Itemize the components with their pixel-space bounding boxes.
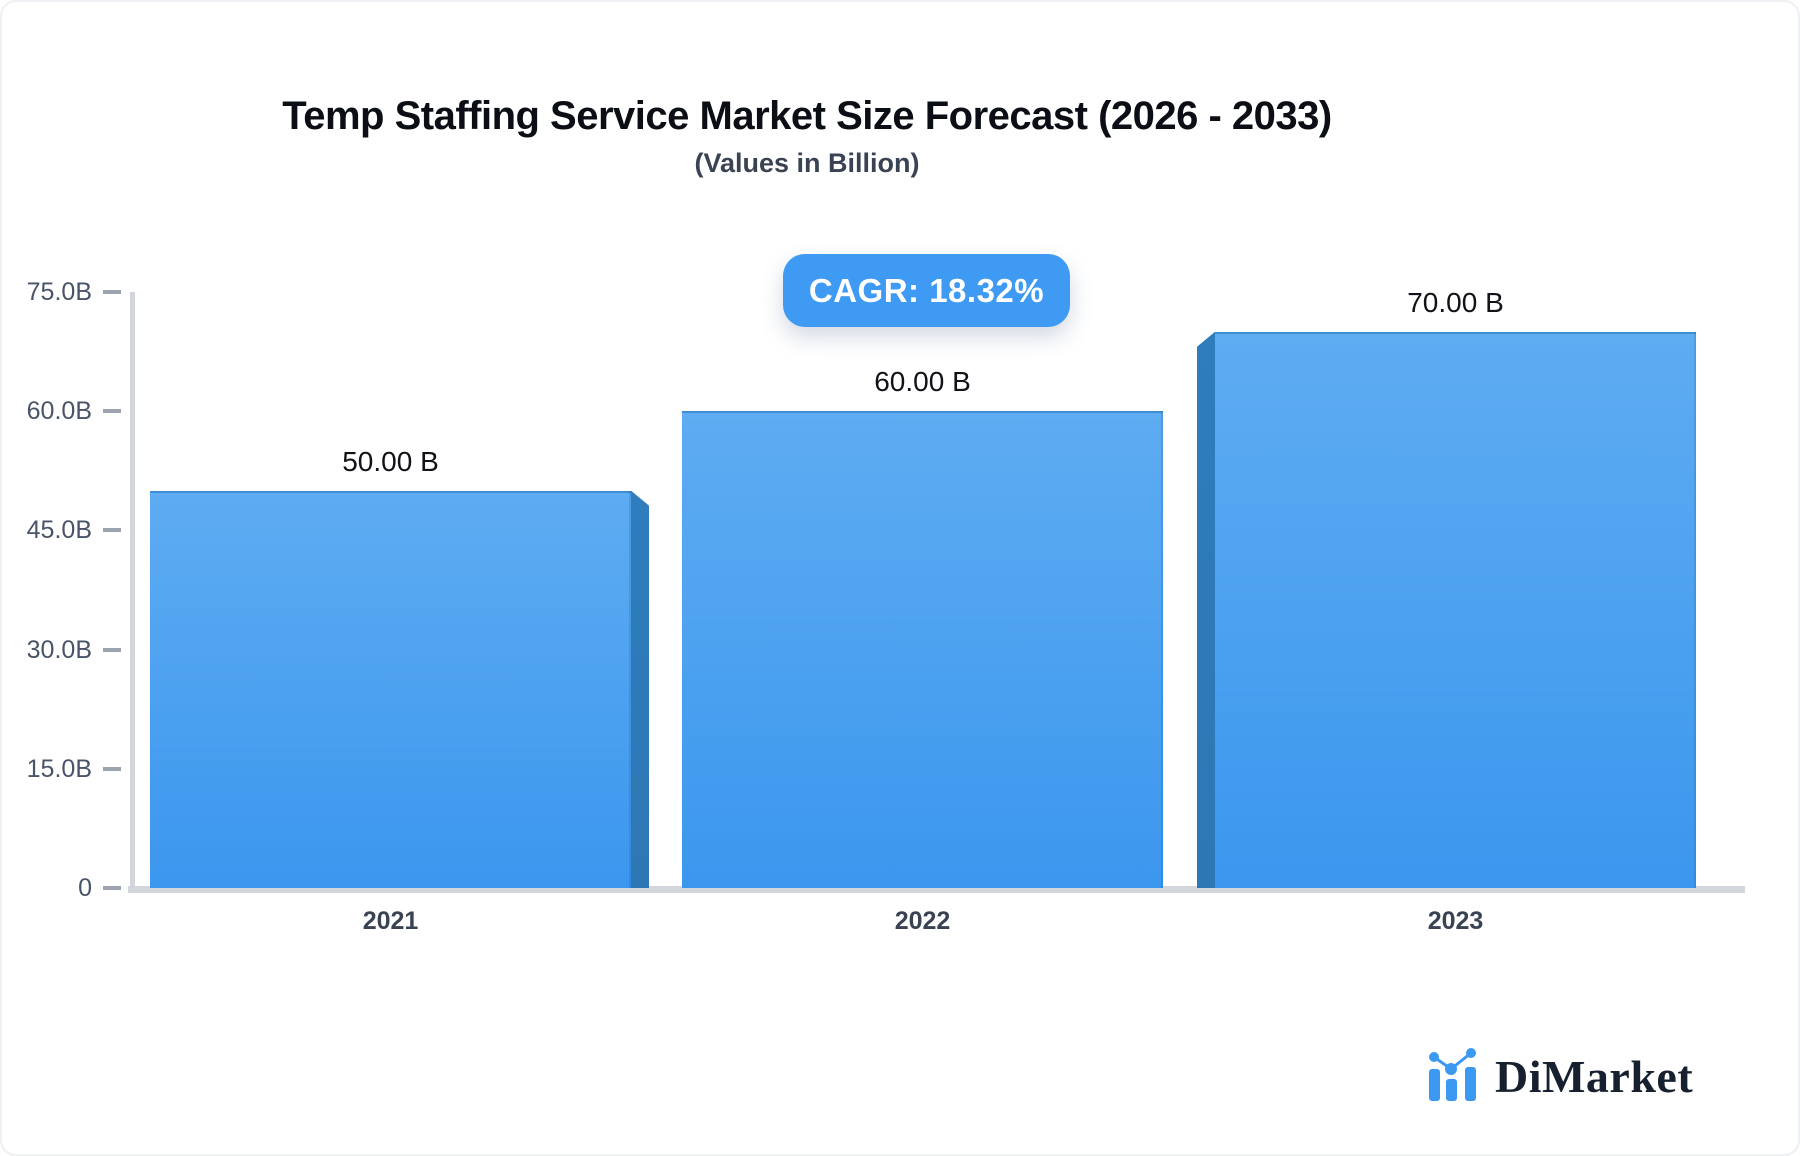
y-tick-mark bbox=[103, 766, 121, 771]
y-tick-label: 45.0B bbox=[26, 516, 92, 545]
bar-2022 bbox=[682, 411, 1163, 888]
y-tick-label: 30.0B bbox=[26, 635, 92, 664]
y-tick-mark bbox=[103, 528, 121, 533]
x-tick-label: 2021 bbox=[362, 907, 419, 935]
cagr-badge-label: CAGR: 18.32% bbox=[808, 271, 1045, 309]
y-tick-label: 60.0B bbox=[26, 397, 92, 426]
x-tick-label: 2023 bbox=[1427, 907, 1484, 935]
y-tick-label: 75.0B bbox=[26, 278, 92, 306]
bar-value-label: 50.00 B bbox=[342, 445, 439, 477]
y-tick-mark bbox=[103, 290, 121, 294]
dimarket-bar-chart-icon bbox=[1427, 1045, 1481, 1108]
brand-name: DiMarket bbox=[1495, 1051, 1694, 1102]
bar-2023 bbox=[1215, 331, 1696, 888]
chart-title: Temp Staffing Service Market Size Foreca… bbox=[282, 94, 1332, 138]
y-tick-label: 0 bbox=[78, 874, 92, 902]
bar-3d-side bbox=[631, 490, 649, 888]
bar-2021 bbox=[150, 490, 631, 888]
y-tick-label: 15.0B bbox=[26, 754, 92, 783]
y-axis-line bbox=[130, 292, 135, 888]
brand-watermark: DiMarket bbox=[1427, 1045, 1693, 1108]
chart-subtitle: (Values in Billion) bbox=[694, 148, 920, 178]
y-tick-mark bbox=[103, 647, 121, 652]
bar-value-label: 70.00 B bbox=[1407, 286, 1504, 318]
bar-value-label: 60.00 B bbox=[874, 366, 971, 398]
bar-3d-side bbox=[1197, 331, 1215, 888]
y-tick-mark bbox=[103, 886, 121, 890]
cagr-badge: CAGR: 18.32% bbox=[783, 254, 1070, 327]
x-axis-line bbox=[128, 886, 1745, 893]
x-tick-label: 2022 bbox=[894, 907, 951, 935]
y-tick-mark bbox=[103, 409, 121, 414]
